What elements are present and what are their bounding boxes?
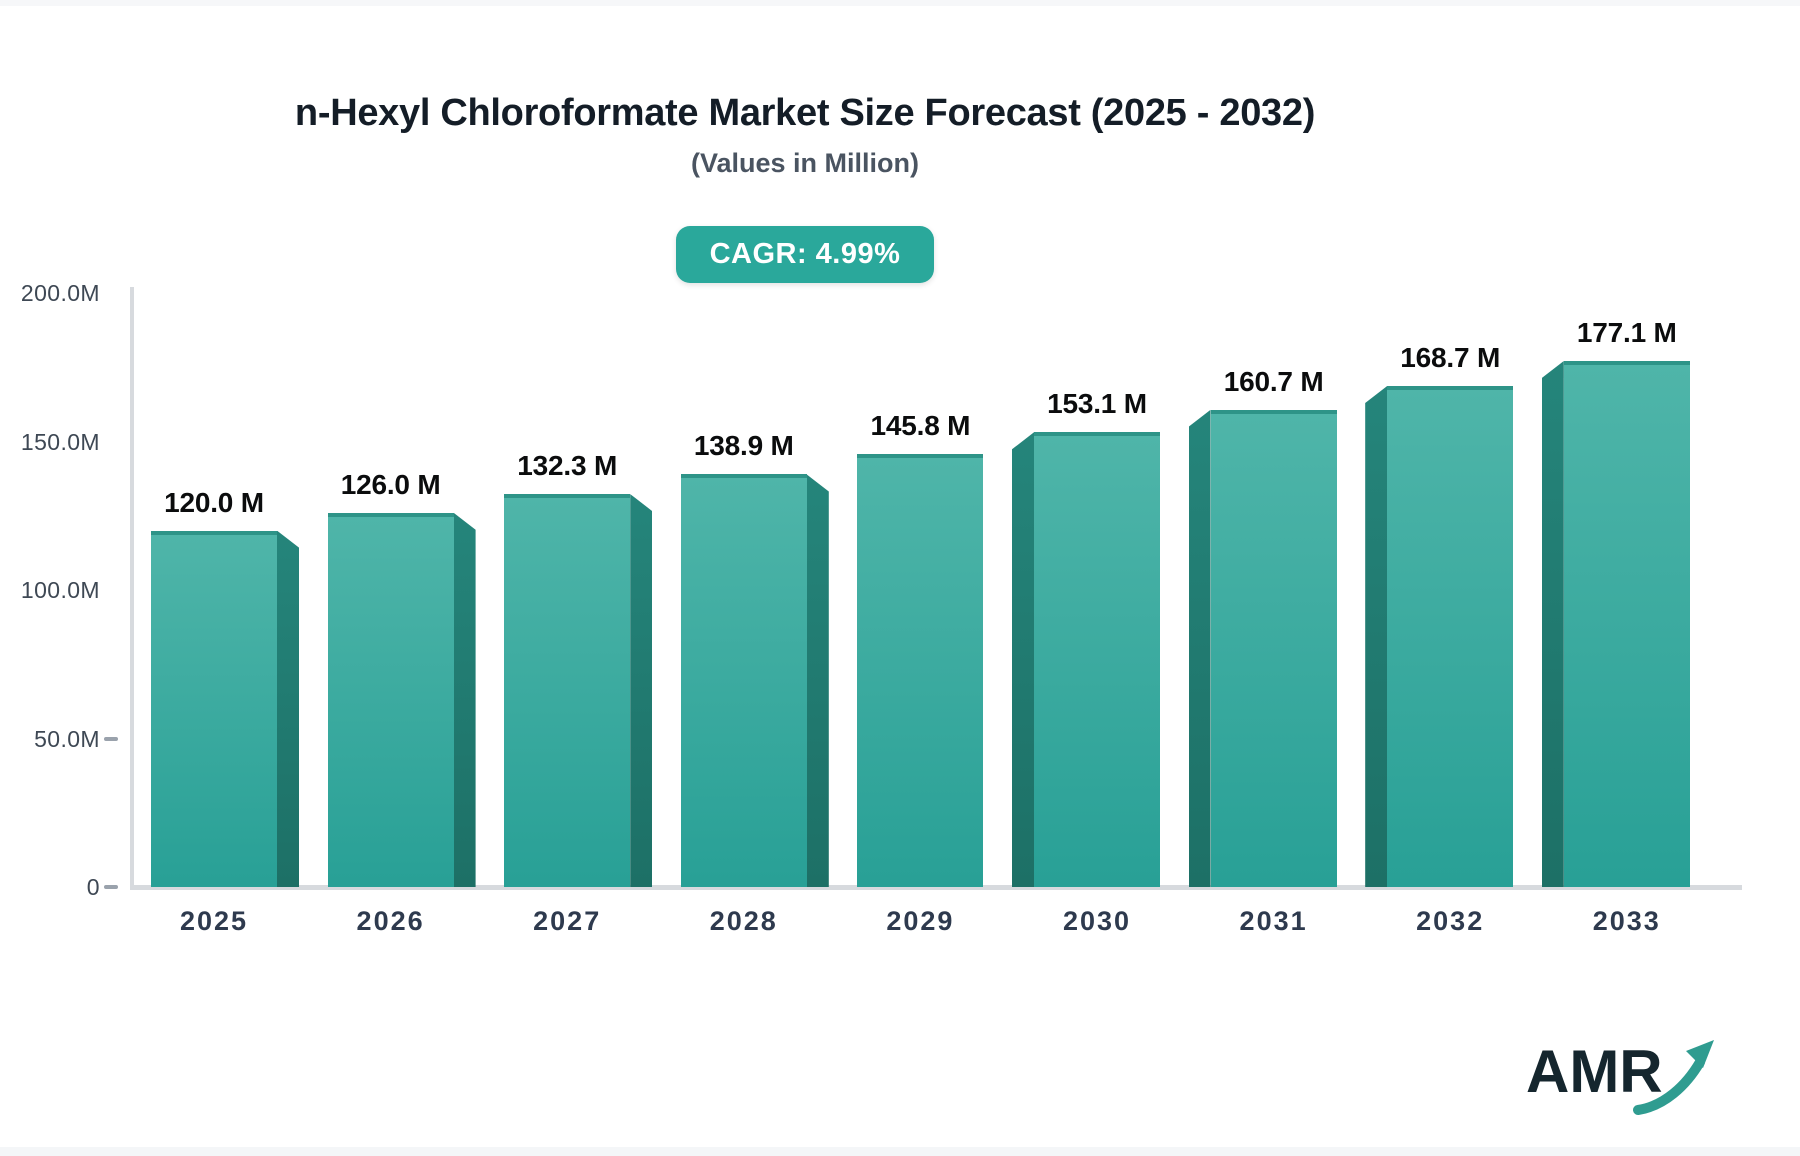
y-tick-dash xyxy=(104,885,118,889)
y-tick-label: 150.0M xyxy=(20,428,100,455)
x-axis-line xyxy=(130,885,1742,890)
x-tick-label: 2033 xyxy=(1592,906,1661,936)
bar-side-face xyxy=(1541,361,1564,887)
x-tick-label: 2028 xyxy=(709,906,778,936)
cagr-badge: CAGR: 4.99% xyxy=(675,226,935,283)
bar-value-label: 132.3 M xyxy=(517,450,618,482)
amr-logo-text: AMR xyxy=(1526,1038,1663,1105)
page-subtitle: (Values in Million) xyxy=(690,148,920,178)
y-axis-line xyxy=(130,287,134,889)
bar-value-label: 160.7 M xyxy=(1223,365,1324,397)
x-tick-label: 2026 xyxy=(356,906,425,936)
bar xyxy=(1563,361,1690,887)
x-tick-label: 2027 xyxy=(533,906,602,936)
bar-value-label: 177.1 M xyxy=(1576,317,1677,348)
bar xyxy=(504,494,631,887)
bar-side-face xyxy=(630,494,653,887)
y-tick-label: 200.0M xyxy=(20,280,100,306)
bar-value-label: 126.0 M xyxy=(340,468,441,500)
page-title: n-Hexyl Chloroformate Market Size Foreca… xyxy=(294,92,1316,134)
bar xyxy=(857,453,984,887)
bottom-edge-strip xyxy=(0,1147,1800,1156)
bar-value-label: 145.8 M xyxy=(870,409,971,441)
bar xyxy=(151,530,277,887)
x-tick-label: 2029 xyxy=(886,906,955,936)
y-tick-label: 50.0M xyxy=(34,725,100,752)
bar-side-face xyxy=(453,512,476,887)
bar-side-face xyxy=(1188,409,1211,887)
x-tick-label: 2032 xyxy=(1416,906,1485,936)
bar xyxy=(680,474,807,887)
bar-value-label: 168.7 M xyxy=(1400,341,1501,373)
bar-value-label: 120.0 M xyxy=(164,486,264,518)
bar xyxy=(327,512,454,887)
amr-logo-arrow-swoosh xyxy=(1633,1057,1705,1115)
bar xyxy=(1387,385,1514,887)
bar-side-face xyxy=(1365,385,1388,887)
x-tick-label: 2025 xyxy=(179,906,249,936)
bar-value-label: 138.9 M xyxy=(693,430,794,462)
y-tick-dash xyxy=(104,736,118,741)
bar-value-label: 153.1 M xyxy=(1047,388,1147,420)
bar-side-face xyxy=(806,474,829,887)
bar-side-face xyxy=(1012,432,1034,887)
badge-row: CAGR: 4.99% xyxy=(0,226,1610,283)
bar xyxy=(1210,409,1337,887)
x-tick-label: 2031 xyxy=(1239,906,1308,936)
bar-side-face xyxy=(277,530,299,887)
top-edge-strip xyxy=(0,0,1800,6)
y-tick-label: 0 xyxy=(86,874,100,900)
bar xyxy=(1034,432,1160,887)
y-tick-label: 100.0M xyxy=(20,577,100,603)
x-tick-label: 2030 xyxy=(1062,906,1132,936)
amr-logo-arrow-head xyxy=(1686,1040,1714,1068)
amr-logo: AMR xyxy=(1526,1038,1714,1115)
